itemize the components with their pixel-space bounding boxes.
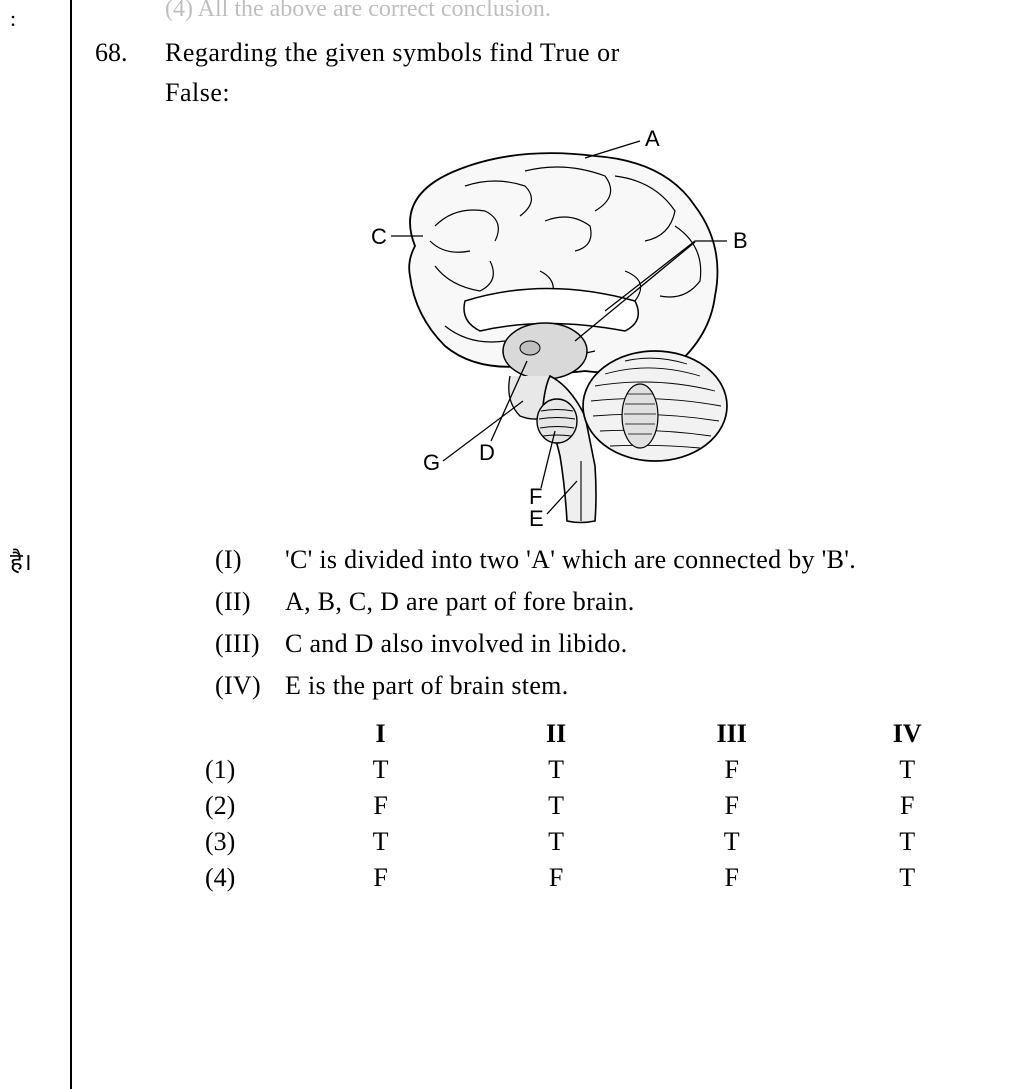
statements: (I) 'C' is divided into two 'A' which ar… (95, 540, 995, 707)
answer-row-4: (4) F F F T (205, 863, 995, 893)
r1c2: T (468, 755, 644, 785)
r4c4: T (819, 863, 995, 893)
brain-svg: A B C D G F E (295, 126, 795, 526)
r2c1: F (293, 791, 469, 821)
r4c3: F (644, 863, 820, 893)
r1c3: F (644, 755, 820, 785)
answer-table: I II III IV (1) T T F T (2) F T F F (3) (95, 719, 995, 893)
statement-4-text: E is the part of brain stem. (285, 666, 995, 706)
label-A: A (645, 126, 660, 151)
r4c2: F (468, 863, 644, 893)
label-D: D (479, 440, 495, 465)
option-4: (4) (205, 863, 293, 893)
r3c1: T (293, 827, 469, 857)
margin-hindi: है। (10, 545, 32, 578)
statement-2: (II) A, B, C, D are part of fore brain. (215, 582, 995, 622)
statement-2-label: (II) (215, 582, 285, 622)
prev-question-fragment: (4) All the above are correct conclusion… (95, 0, 995, 23)
r2c4: F (819, 791, 995, 821)
answer-header: I II III IV (205, 719, 995, 749)
vertical-rule (70, 0, 72, 1089)
option-2: (2) (205, 791, 293, 821)
question-number: 68. (95, 38, 165, 68)
inner-nucleus (520, 341, 540, 355)
statement-3: (III) C and D also involved in libido. (215, 624, 995, 664)
r3c4: T (819, 827, 995, 857)
label-E: E (529, 506, 544, 526)
statement-2-text: A, B, C, D are part of fore brain. (285, 582, 995, 622)
r2c3: F (644, 791, 820, 821)
statement-1: (I) 'C' is divided into two 'A' which ar… (215, 540, 995, 580)
statement-1-label: (I) (215, 540, 285, 580)
r3c3: T (644, 827, 820, 857)
answer-row-1: (1) T T F T (205, 755, 995, 785)
margin-colon: : (10, 6, 16, 32)
question-row: 68. Regarding the given symbols find Tru… (95, 33, 995, 114)
thalamus (503, 323, 587, 379)
label-G: G (423, 450, 440, 475)
r2c2: T (468, 791, 644, 821)
statement-4: (IV) E is the part of brain stem. (215, 666, 995, 706)
r1c1: T (293, 755, 469, 785)
content-area: (4) All the above are correct conclusion… (95, 0, 995, 899)
answer-row-3: (3) T T T T (205, 827, 995, 857)
label-B: B (733, 228, 748, 253)
header-IV: IV (819, 719, 995, 749)
question-line-2: False: (165, 78, 230, 107)
header-III: III (644, 719, 820, 749)
label-C: C (371, 224, 387, 249)
header-II: II (468, 719, 644, 749)
r4c1: F (293, 863, 469, 893)
answer-row-2: (2) F T F F (205, 791, 995, 821)
pons (537, 399, 577, 443)
option-1: (1) (205, 755, 293, 785)
question-text: Regarding the given symbols find True or… (165, 33, 620, 114)
statement-1-text: 'C' is divided into two 'A' which are co… (285, 540, 995, 580)
r1c4: T (819, 755, 995, 785)
r3c2: T (468, 827, 644, 857)
option-3: (3) (205, 827, 293, 857)
brain-diagram: A B C D G F E (95, 126, 995, 526)
header-I: I (293, 719, 469, 749)
question-line-1: Regarding the given symbols find True or (165, 38, 620, 67)
statement-3-label: (III) (215, 624, 285, 664)
statement-4-label: (IV) (215, 666, 285, 706)
statement-3-text: C and D also involved in libido. (285, 624, 995, 664)
